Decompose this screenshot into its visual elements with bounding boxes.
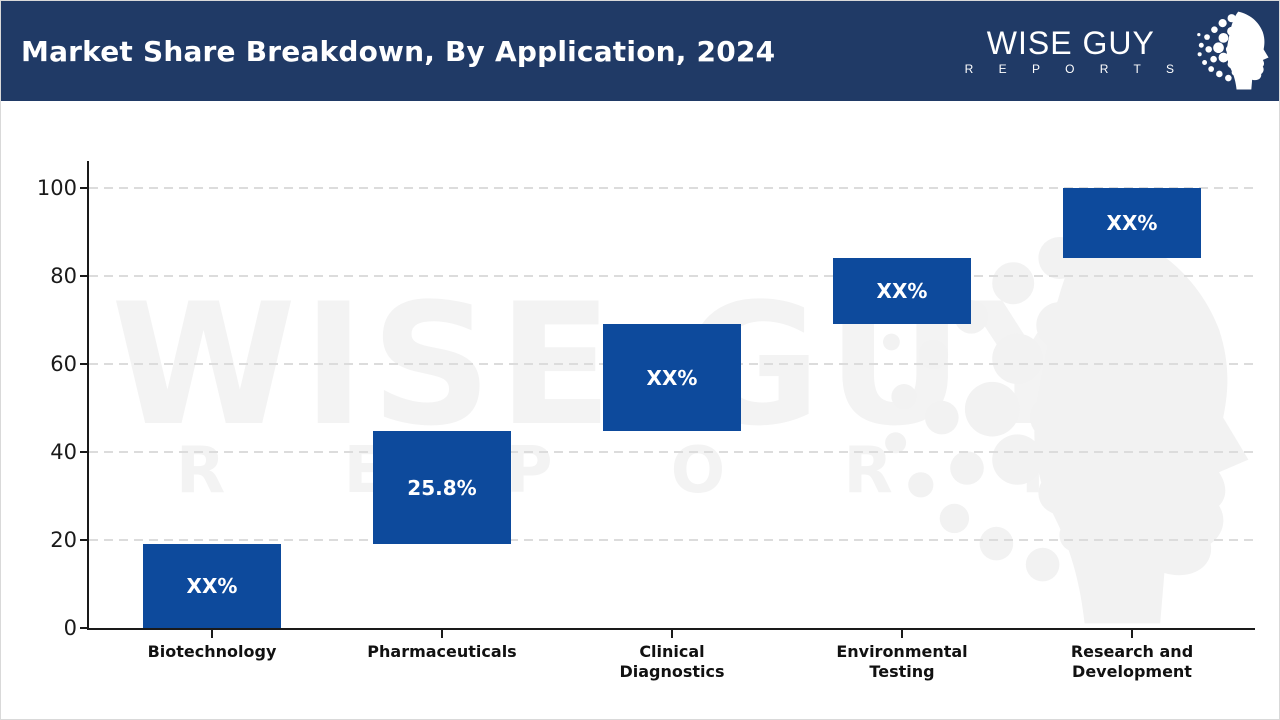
bar-value-label: XX% [646, 365, 698, 390]
x-tick-3 [901, 630, 903, 638]
y-tick-40 [80, 451, 88, 453]
y-tick-label-80: 80 [50, 264, 77, 288]
y-tick-80 [80, 275, 88, 277]
bar-value-label: XX% [186, 574, 238, 599]
x-tick-2 [671, 630, 673, 638]
header-bar: Market Share Breakdown, By Application, … [1, 1, 1279, 101]
gridline-40 [89, 451, 1255, 453]
y-tick-100 [80, 187, 88, 189]
y-axis-spine [87, 161, 89, 630]
bar-value-label: XX% [1106, 211, 1158, 236]
x-category-label: Environmental Testing [836, 642, 968, 681]
logo-head-icon [1197, 11, 1269, 90]
y-tick-20 [80, 539, 88, 541]
gridline-80 [89, 275, 1255, 277]
bar-pharmaceuticals: 25.8% [373, 430, 511, 545]
brand-logo-text: WISE GUY R E P O R T S [957, 27, 1185, 75]
x-category-label: Research and Development [1070, 642, 1194, 681]
page-title: Market Share Breakdown, By Application, … [21, 34, 776, 68]
gridline-20 [89, 539, 1255, 541]
y-tick-label-0: 0 [63, 616, 77, 640]
bar-environmental-testing: XX% [833, 258, 971, 325]
x-tick-0 [211, 630, 213, 638]
y-tick-label-20: 20 [50, 528, 77, 552]
x-tick-4 [1131, 630, 1133, 638]
bar-biotechnology: XX% [143, 544, 281, 628]
x-category-label: Clinical Diagnostics [619, 642, 725, 681]
y-tick-0 [80, 627, 88, 629]
watermark-head-icon [883, 224, 1249, 624]
brand-logo: WISE GUY R E P O R T S [957, 10, 1271, 92]
x-tick-1 [441, 630, 443, 638]
bar-value-label: 25.8% [407, 475, 477, 500]
gridline-100 [89, 187, 1255, 189]
y-tick-label-100: 100 [36, 176, 77, 200]
brand-subtitle: R E P O R T S [964, 62, 1185, 76]
y-tick-60 [80, 363, 88, 365]
x-category-label: Pharmaceuticals [367, 642, 517, 661]
y-tick-label-40: 40 [50, 440, 77, 464]
bar-research-and-development: XX% [1063, 188, 1201, 259]
bar-value-label: XX% [876, 279, 928, 304]
bar-clinical-diagnostics: XX% [603, 324, 741, 431]
waterfall-chart: WISE GUY R E P O R T S 0 20 40 60 80 100 XX% Bi… [1, 101, 1279, 719]
y-tick-label-60: 60 [50, 352, 77, 376]
x-axis-line [87, 628, 1255, 630]
x-category-label: Biotechnology [147, 642, 277, 661]
brand-wordmark: WISE GUY [986, 25, 1155, 61]
